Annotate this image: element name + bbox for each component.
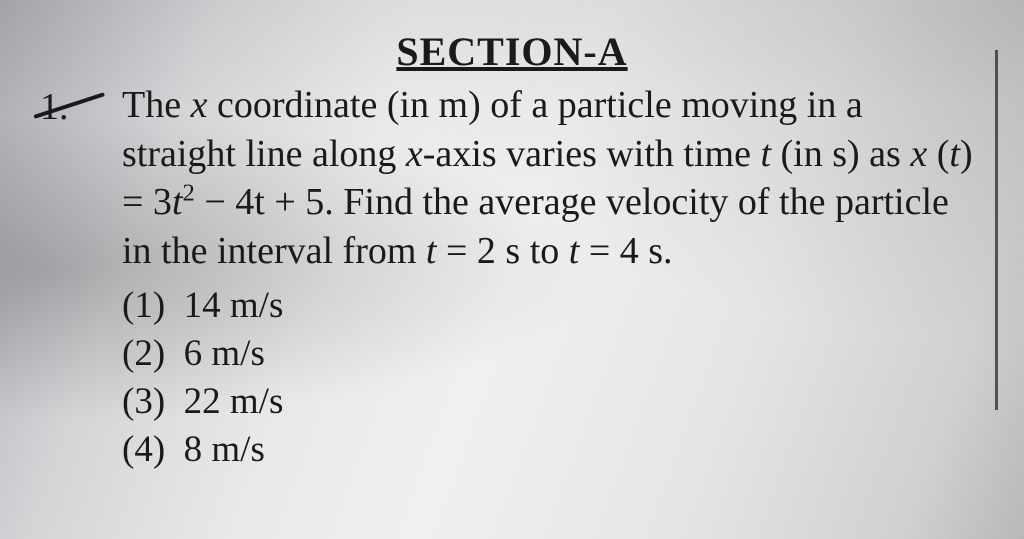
option-2: (2) 6 m/s <box>122 330 984 378</box>
option-1: (1) 14 m/s <box>122 282 984 330</box>
problem: 1. The x coordinate (in m) of a particle… <box>40 81 984 474</box>
question-body: The x coordinate (in m) of a particle mo… <box>122 81 984 474</box>
question-text: The x coordinate (in m) of a particle mo… <box>122 84 973 272</box>
option-2-text: 6 m/s <box>184 333 265 374</box>
option-3: (3) 22 m/s <box>122 378 984 426</box>
option-1-label: (1) <box>122 285 165 326</box>
question-number: 1. <box>40 81 122 129</box>
option-4: (4) 8 m/s <box>122 426 984 474</box>
options-list: (1) 14 m/s (2) 6 m/s (3) 22 m/s (4) 8 m/… <box>122 282 984 474</box>
section-title: SECTION-A <box>40 28 984 75</box>
option-2-label: (2) <box>122 333 165 374</box>
option-1-text: 14 m/s <box>184 285 284 326</box>
option-4-label: (4) <box>122 429 165 470</box>
option-3-text: 22 m/s <box>184 381 284 422</box>
option-4-text: 8 m/s <box>184 429 265 470</box>
page: SECTION-A 1. The x coordinate (in m) of … <box>0 0 1024 494</box>
option-3-label: (3) <box>122 381 165 422</box>
